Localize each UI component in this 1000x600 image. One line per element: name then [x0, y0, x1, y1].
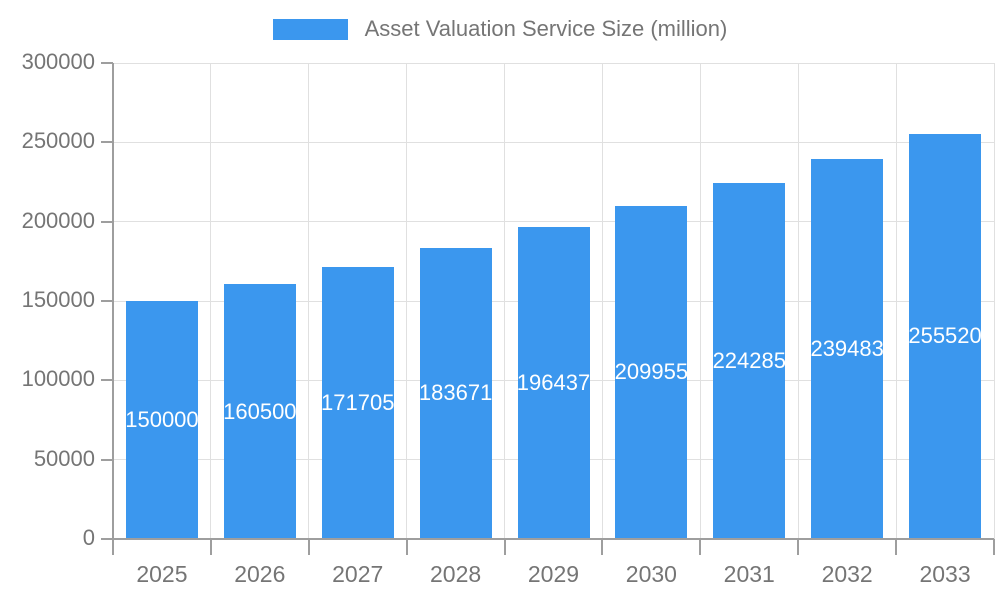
legend-swatch-icon[interactable] [272, 18, 348, 40]
y-tick-label: 0 [82, 525, 95, 550]
y-gridline [113, 62, 994, 64]
bar-value-label: 209955 [615, 359, 688, 385]
x-tick [601, 539, 604, 555]
x-tick-label: 2025 [136, 561, 188, 587]
bar-2030: 209955 [615, 205, 688, 539]
x-tick [699, 539, 702, 555]
x-gridline [308, 63, 310, 539]
y-tick [101, 458, 113, 461]
y-tick [101, 379, 113, 382]
x-tick-label: 2027 [332, 561, 384, 587]
bar-2025: 150000 [125, 301, 198, 539]
y-tick-label: 100000 [21, 366, 95, 392]
x-tick [503, 539, 506, 555]
x-tick [797, 539, 800, 555]
bar-2031: 224285 [713, 183, 786, 539]
x-tick-label: 2033 [919, 561, 971, 587]
y-tick-label: 200000 [21, 207, 95, 233]
y-tick-label: 300000 [21, 49, 95, 74]
bar-2028: 183671 [419, 247, 492, 539]
x-tick [993, 539, 995, 555]
y-gridline [113, 141, 994, 143]
bar-value-label: 239483 [811, 336, 884, 361]
x-tick [209, 539, 212, 555]
bar-2032: 239483 [811, 159, 884, 539]
x-gridline [210, 63, 212, 539]
x-axis-line [113, 538, 994, 540]
y-tick-label: 150000 [21, 287, 95, 312]
x-gridline [406, 63, 408, 539]
bar-value-label: 150000 [125, 407, 198, 432]
bar-2027: 171705 [321, 266, 394, 539]
y-tick-label: 250000 [21, 128, 95, 154]
y-tick [101, 62, 113, 64]
x-gridline [895, 63, 897, 539]
bar-2029: 196437 [517, 227, 590, 539]
x-gridline [601, 63, 603, 539]
x-tick [405, 539, 408, 555]
y-axis-line [112, 63, 114, 555]
legend: Asset Valuation Service Size (million) [0, 16, 1000, 42]
x-gridline [699, 63, 701, 539]
x-tick [895, 539, 898, 555]
x-tick-label: 2031 [723, 561, 775, 587]
bar-2033: 255520 [909, 133, 982, 539]
x-tick-label: 2032 [821, 561, 873, 587]
bar-value-label: 171705 [321, 389, 394, 415]
bar-value-label: 183671 [419, 380, 492, 406]
x-tick-label: 2028 [430, 561, 482, 587]
bar-2026: 160500 [223, 284, 296, 539]
x-gridline [797, 63, 799, 539]
y-tick-label: 50000 [33, 445, 95, 471]
x-tick-label: 2026 [234, 561, 286, 587]
bar-value-label: 224285 [713, 348, 786, 374]
y-gridline [113, 221, 994, 223]
y-tick [101, 220, 113, 223]
x-gridline [993, 63, 995, 539]
x-gridline [504, 63, 506, 539]
bar-value-label: 196437 [517, 370, 590, 396]
bar-value-label: 160500 [223, 398, 296, 424]
y-tick [101, 538, 113, 540]
y-tick [101, 141, 113, 144]
x-tick-label: 2029 [527, 561, 580, 587]
x-tick-label: 2030 [625, 561, 677, 587]
x-tick [307, 539, 310, 555]
y-tick [101, 300, 113, 302]
bar-value-label: 255520 [909, 323, 982, 349]
legend-label[interactable]: Asset Valuation Service Size (million) [364, 16, 728, 41]
